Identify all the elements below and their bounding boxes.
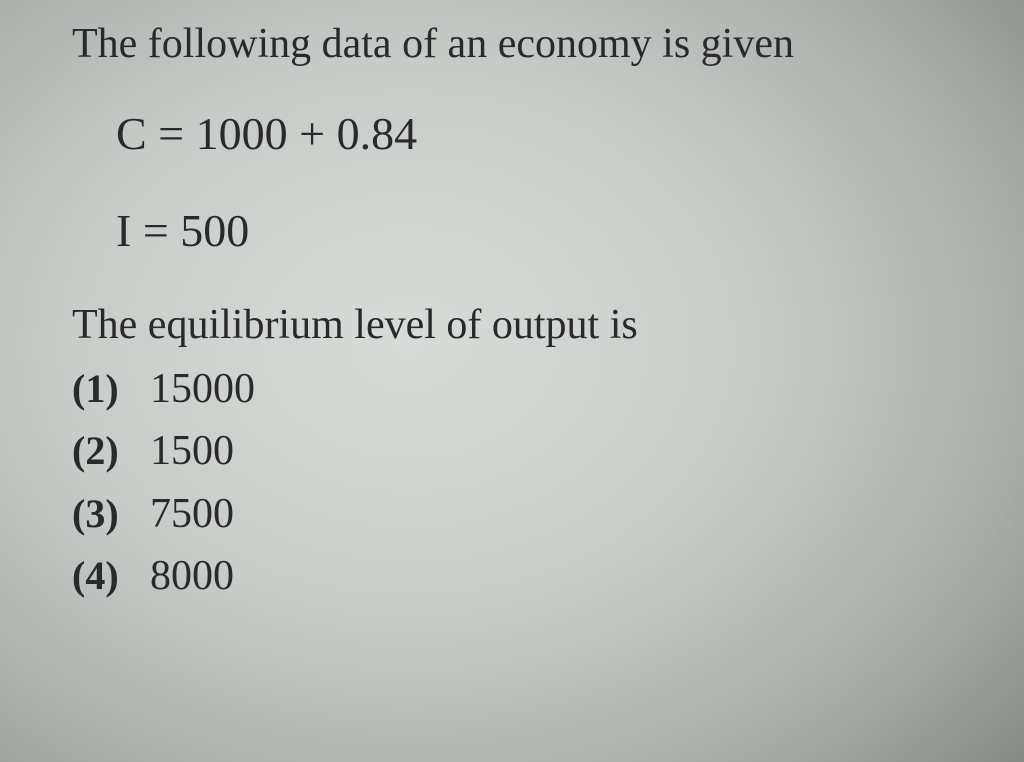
option-number: (1) [72, 364, 136, 414]
option-number: (2) [72, 426, 136, 476]
question-text: The equilibrium level of output is [72, 301, 994, 349]
page: The following data of an economy is give… [0, 0, 1024, 762]
intro-text: The following data of an economy is give… [72, 18, 994, 71]
equation-block: C = 1000 + 0.84 I = 500 [116, 107, 994, 257]
option-3: (3) 7500 [72, 488, 994, 541]
option-number: (3) [72, 489, 136, 539]
option-value: 8000 [150, 550, 234, 603]
option-value: 7500 [150, 488, 234, 541]
option-number: (4) [72, 551, 136, 601]
option-4: (4) 8000 [72, 550, 994, 603]
options-list: (1) 15000 (2) 1500 (3) 7500 (4) 8000 [72, 363, 994, 603]
equation-i: I = 500 [116, 204, 994, 257]
option-value: 15000 [150, 363, 255, 416]
option-value: 1500 [150, 425, 234, 478]
option-1: (1) 15000 [72, 363, 994, 416]
equation-c: C = 1000 + 0.84 [116, 107, 994, 160]
option-2: (2) 1500 [72, 425, 994, 478]
